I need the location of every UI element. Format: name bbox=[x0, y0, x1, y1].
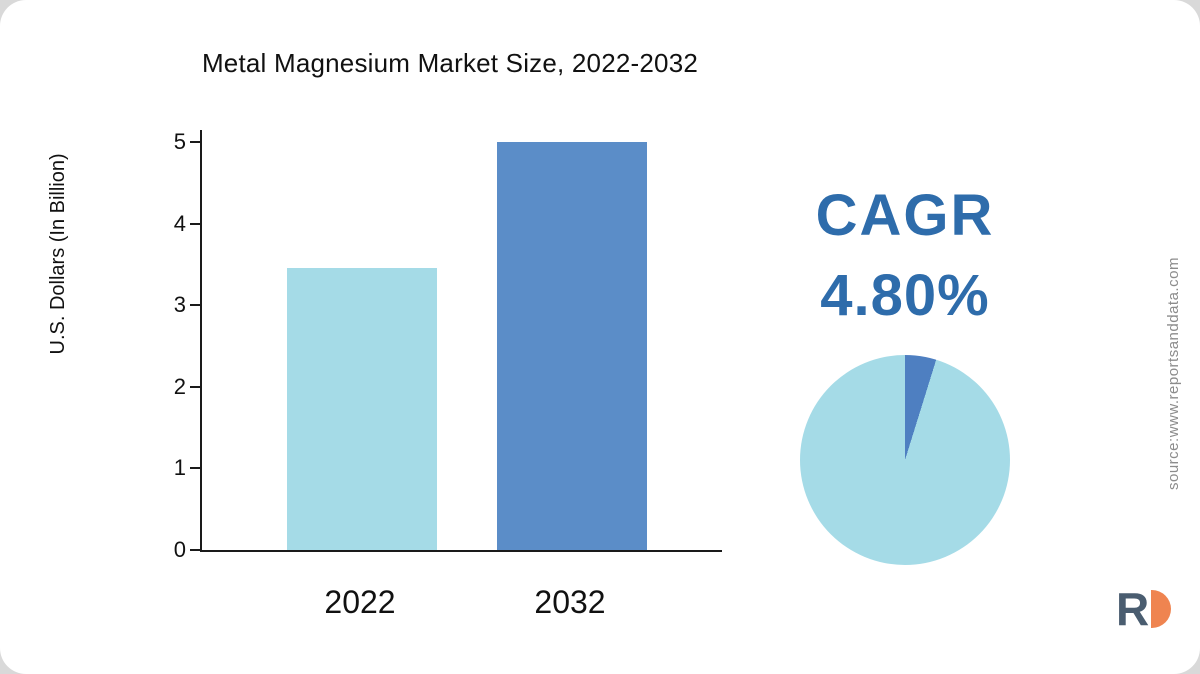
y-tick-mark bbox=[190, 385, 200, 388]
y-axis-label: U.S. Dollars (In Billion) bbox=[47, 153, 69, 355]
x-axis-labels: 2022 2032 bbox=[200, 584, 720, 628]
brand-logo-letter: R bbox=[1116, 583, 1150, 635]
brand-logo: R bbox=[1116, 583, 1172, 635]
pie-chart bbox=[800, 355, 1010, 565]
source-watermark: source:www.reportsanddata.com bbox=[1165, 257, 1182, 490]
bar-2022 bbox=[287, 268, 437, 550]
cagr-value: 4.80% bbox=[820, 263, 990, 328]
bar-chart-plot-area: 0 1 2 3 4 5 bbox=[174, 130, 722, 562]
x-tick-label-2022: 2022 bbox=[324, 584, 396, 620]
y-tick-mark bbox=[190, 304, 200, 307]
y-tick-mark bbox=[190, 467, 200, 470]
y-tick-label: 0 bbox=[173, 537, 186, 562]
y-tick-label: 1 bbox=[173, 455, 186, 481]
y-tick-mark bbox=[190, 141, 200, 143]
brand-logo-accent-icon bbox=[1151, 590, 1172, 628]
y-tick-label: 4 bbox=[173, 210, 186, 236]
y-tick-label: 2 bbox=[173, 373, 186, 399]
bar-2032 bbox=[497, 142, 647, 550]
x-tick-label-2032: 2032 bbox=[534, 584, 606, 620]
cagr-label: CAGR bbox=[815, 183, 995, 248]
y-tick-label: 5 bbox=[173, 129, 186, 154]
y-tick-label: 3 bbox=[173, 292, 186, 318]
chart-title: Metal Magnesium Market Size, 2022-2032 bbox=[201, 48, 699, 78]
y-tick-mark bbox=[190, 549, 200, 551]
y-tick-mark bbox=[190, 222, 200, 225]
